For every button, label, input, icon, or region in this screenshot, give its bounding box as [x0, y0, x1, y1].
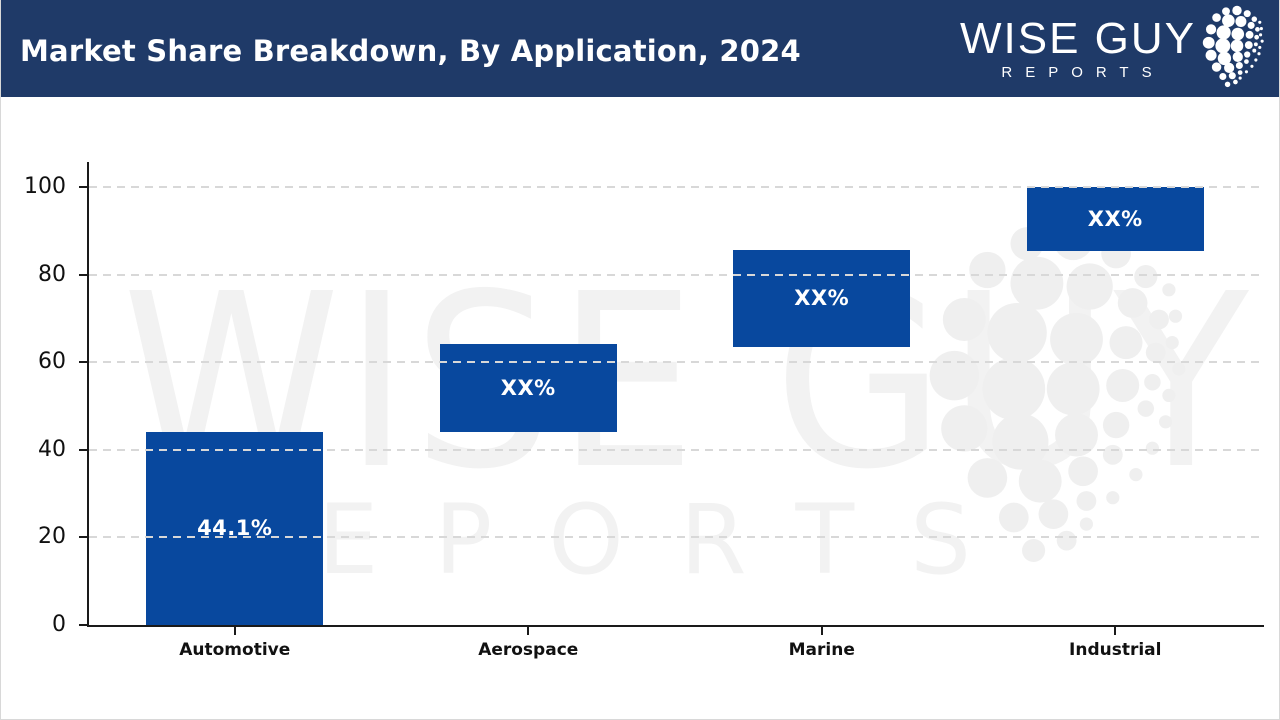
gridline-60: [89, 361, 1262, 364]
y-tick-label: 100: [24, 174, 66, 199]
watermark-subtext: REPORTS: [195, 484, 1028, 596]
x-tick-mark: [527, 627, 530, 635]
logo-text: WISE GUY REPORTS: [959, 14, 1196, 82]
bar-aerospace: XX%: [439, 343, 617, 432]
x-axis-spine: [87, 625, 1264, 627]
bar-value-label: XX%: [794, 286, 850, 311]
y-tick-mark: [79, 273, 88, 276]
gridline-40: [89, 448, 1262, 451]
y-tick-mark: [79, 536, 88, 539]
x-tick-mark: [820, 627, 823, 635]
header-bar: Market Share Breakdown, By Application, …: [0, 0, 1280, 97]
y-tick-mark: [79, 186, 88, 188]
bar-value-label: XX%: [1087, 206, 1143, 231]
logo-wordmark: WISE GUY: [959, 14, 1196, 63]
y-tick-mark: [79, 361, 88, 364]
y-tick-label: 40: [38, 436, 66, 462]
y-tick-mark: [79, 624, 88, 626]
gridline-20: [89, 536, 1262, 539]
x-axis-label-automotive: Automotive: [179, 640, 291, 660]
gridline-100: [89, 186, 1262, 188]
y-tick-label: 80: [38, 261, 66, 287]
x-tick-mark: [1114, 627, 1117, 635]
y-axis-spine: [87, 162, 89, 627]
y-tick-label: 20: [38, 524, 66, 550]
y-tick-label: 60: [38, 349, 66, 375]
bar-value-label: XX%: [500, 375, 556, 400]
y-tick-mark: [79, 448, 88, 451]
logo-subtext: REPORTS: [1001, 64, 1165, 81]
chart-title: Market Share Breakdown, By Application, …: [20, 34, 801, 68]
x-axis-label-aerospace: Aerospace: [478, 640, 579, 660]
gridline-80: [89, 273, 1262, 276]
bar-industrial: XX%: [1026, 187, 1204, 251]
bar-marine: XX%: [733, 250, 911, 347]
x-axis-label-industrial: Industrial: [1069, 640, 1162, 660]
x-tick-mark: [233, 627, 236, 635]
watermark-head-icon: [862, 212, 1192, 592]
bar-automotive: 44.1%: [146, 431, 324, 625]
y-tick-label: 0: [52, 612, 66, 637]
x-axis-label-marine: Marine: [788, 640, 855, 660]
wiseguy-logo: WISE GUY REPORTS: [960, 5, 1272, 93]
